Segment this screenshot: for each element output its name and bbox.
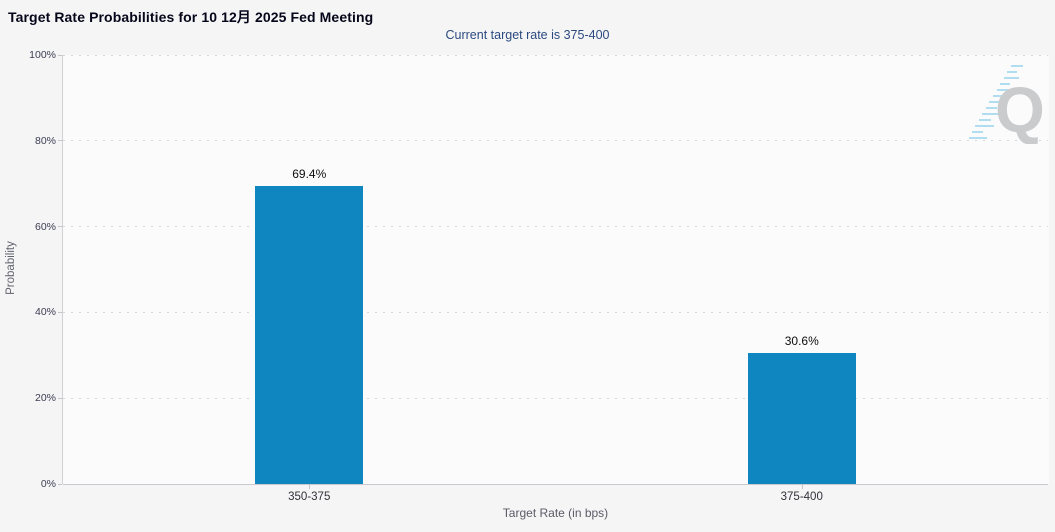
quikstrike-logo-icon: Q: [967, 60, 1045, 146]
bar-value-label: 69.4%: [292, 167, 327, 182]
y-axis-line: [62, 55, 63, 484]
bar-value-label: 30.6%: [784, 333, 819, 348]
gridline: [63, 54, 1048, 56]
y-axis-tick: [58, 311, 62, 313]
x-axis-tick: [309, 484, 311, 489]
y-tick-label: 40%: [34, 306, 56, 319]
y-axis-tick: [58, 397, 62, 399]
x-axis-baseline: [63, 483, 1048, 485]
y-axis-title: Probability: [5, 241, 17, 295]
y-tick-label: 100%: [29, 49, 56, 61]
x-axis-tick: [801, 484, 803, 489]
y-tick-label: 60%: [34, 220, 56, 233]
probability-bar[interactable]: [747, 352, 856, 484]
y-axis-tick: [58, 226, 62, 228]
y-axis-tick: [58, 54, 62, 56]
gridline: [63, 397, 1048, 399]
x-tick-label: 350-375: [288, 491, 331, 503]
y-tick-label: 20%: [34, 392, 56, 405]
gridline: [63, 140, 1048, 142]
y-axis-tick: [58, 483, 62, 485]
gridline: [63, 311, 1048, 313]
x-tick-label: 375-400: [780, 491, 823, 503]
y-tick-label: 80%: [34, 134, 56, 147]
chart-title: Target Rate Probabilities for 10 12月 202…: [8, 9, 374, 25]
svg-text:Q: Q: [995, 74, 1045, 144]
current-target-rate-subtitle: Current target rate is 375-400: [445, 28, 610, 42]
probability-bar[interactable]: [255, 186, 364, 484]
plot-area: [63, 55, 1049, 484]
y-tick-label: 0%: [40, 478, 56, 490]
y-axis-tick: [58, 140, 62, 142]
x-axis-title: Target Rate (in bps): [502, 506, 609, 520]
gridline: [63, 226, 1048, 228]
